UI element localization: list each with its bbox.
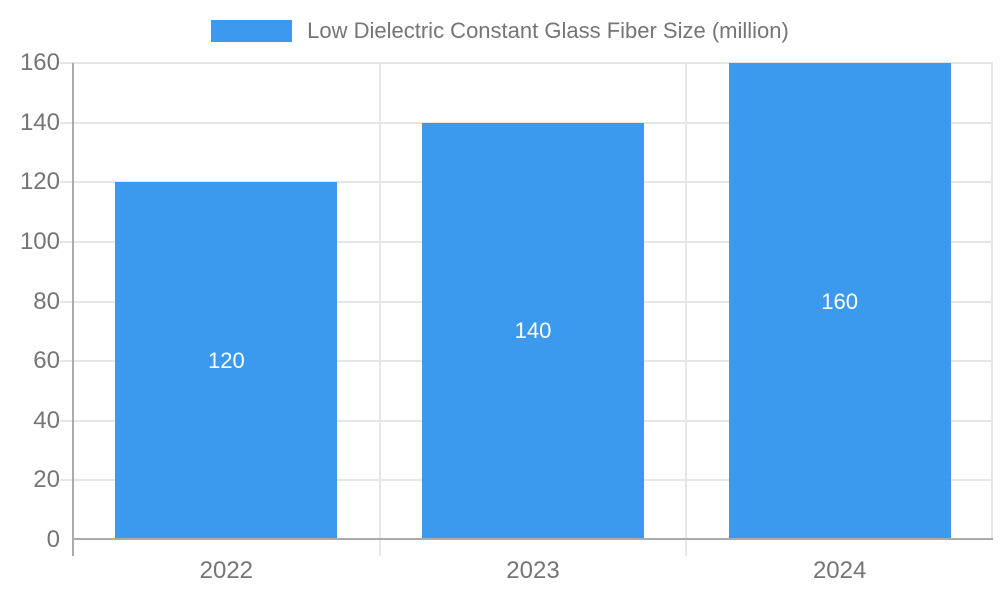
y-tick-label: 0 [46,526,60,553]
y-tick-label: 100 [19,227,60,255]
chart-legend[interactable]: Low Dielectric Constant Glass Fiber Size… [0,18,1000,44]
x-axis-line [73,538,993,540]
legend-swatch [211,20,293,42]
bar-value-label: 140 [514,318,552,344]
bar-2024[interactable]: 160 [728,63,951,540]
y-gridline [60,62,993,64]
plot-area: 0 20 40 60 80 100 120 140 160 120 2022 140 2023 160 20… [20,51,993,584]
y-tick-label: 20 [33,466,60,494]
y-tick-label: 140 [19,108,60,136]
y-tick-label: 120 [19,168,60,196]
bar-2022[interactable]: 120 [115,182,338,540]
plot-right-edge [991,63,993,540]
x-tick-label: 2024 [812,557,867,584]
category-separator [378,63,381,556]
category-separator [685,63,688,556]
y-tick-label: 80 [33,287,60,315]
y-tick-label: 40 [33,406,60,434]
bar-value-label: 120 [207,348,245,374]
bar-2023[interactable]: 140 [422,122,644,540]
y-tick-label: 160 [19,49,60,76]
y-axis-line [72,63,74,556]
x-tick-label: 2023 [506,557,560,584]
bar-value-label: 160 [821,288,859,314]
y-tick-label: 60 [33,347,60,375]
x-tick-label: 2022 [199,557,254,584]
legend-label: Low Dielectric Constant Glass Fiber Size… [307,18,789,43]
